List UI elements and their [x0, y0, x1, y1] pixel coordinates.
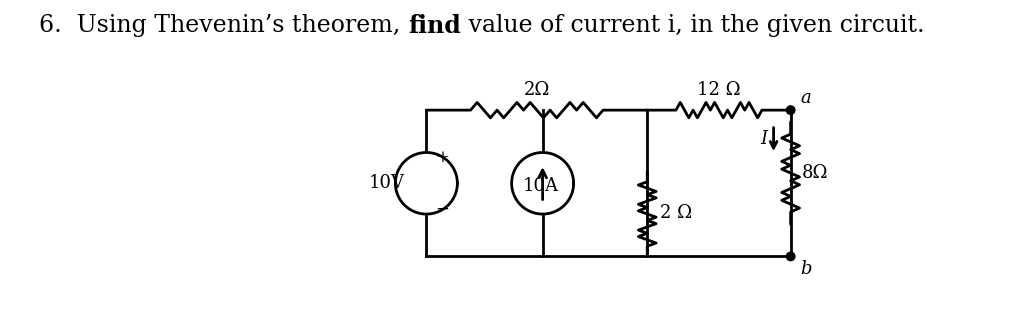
- Text: value of current i, in the given circuit.: value of current i, in the given circuit…: [461, 14, 925, 38]
- Text: find: find: [408, 14, 461, 39]
- Text: 12 Ω: 12 Ω: [697, 81, 740, 100]
- Text: b: b: [801, 259, 812, 278]
- Text: +: +: [435, 149, 450, 166]
- Text: 2 Ω: 2 Ω: [660, 204, 692, 221]
- Text: −: −: [435, 201, 450, 218]
- Text: 10V: 10V: [369, 174, 404, 192]
- Text: a: a: [801, 89, 811, 107]
- Text: 10A: 10A: [523, 177, 559, 195]
- Circle shape: [786, 106, 795, 114]
- Text: I: I: [760, 130, 767, 148]
- Text: 6.  Using Thevenin’s theorem,: 6. Using Thevenin’s theorem,: [39, 14, 408, 38]
- Text: 8Ω: 8Ω: [802, 164, 828, 182]
- Text: 2Ω: 2Ω: [523, 81, 550, 100]
- Circle shape: [786, 252, 795, 261]
